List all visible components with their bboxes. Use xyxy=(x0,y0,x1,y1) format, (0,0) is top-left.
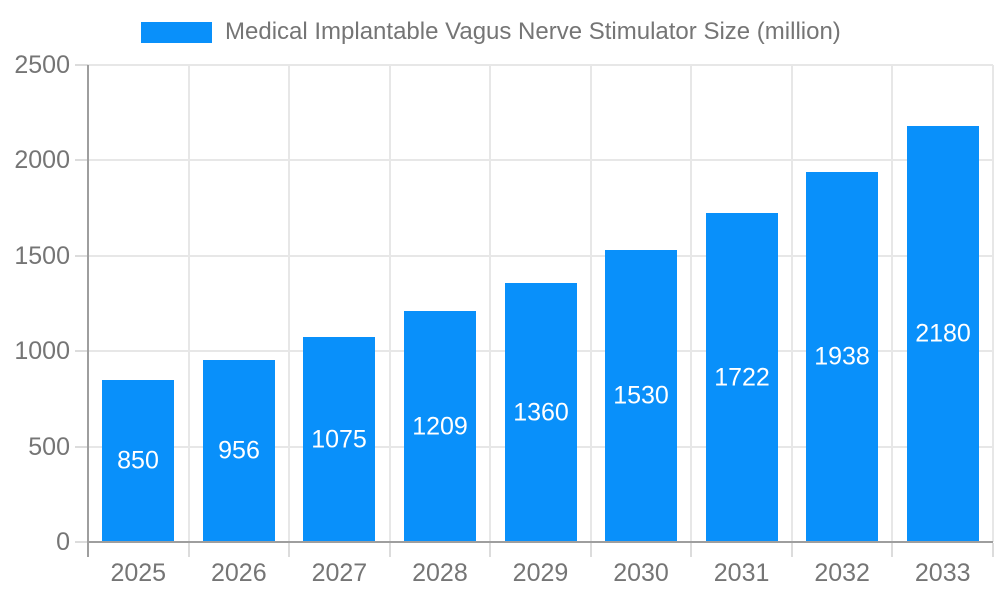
legend-label: Medical Implantable Vagus Nerve Stimulat… xyxy=(225,18,841,45)
x-tick-5 xyxy=(589,543,592,557)
legend-swatch-icon xyxy=(141,21,212,43)
bar-value-label-2028: 1209 xyxy=(412,412,468,440)
bar-2029[interactable]: 1360 xyxy=(505,283,577,542)
x-tick-1 xyxy=(187,543,190,557)
x-tick-6 xyxy=(690,543,693,557)
x-tick-label-2029: 2029 xyxy=(512,559,569,587)
bar-2028[interactable]: 1209 xyxy=(404,311,476,542)
x-tick-3 xyxy=(388,543,391,557)
y-tick-500 xyxy=(75,445,88,448)
x-tick-label-2026: 2026 xyxy=(211,559,267,587)
gridline-x-8 xyxy=(891,65,894,542)
y-tick-label-2500: 2500 xyxy=(14,51,70,79)
bar-value-label-2032: 1938 xyxy=(814,342,870,371)
gridline-x-5 xyxy=(589,65,592,542)
x-tick-4 xyxy=(489,543,492,557)
bar-2032[interactable]: 1938 xyxy=(806,172,878,542)
x-tick-label-2033: 2033 xyxy=(914,559,971,587)
bar-2031[interactable]: 1722 xyxy=(706,213,778,542)
y-tick-1000 xyxy=(75,350,88,353)
y-tick-label-1500: 1500 xyxy=(14,241,70,270)
x-tick-label-2028: 2028 xyxy=(412,559,468,587)
legend[interactable]: Medical Implantable Vagus Nerve Stimulat… xyxy=(141,17,841,47)
y-tick-label-1000: 1000 xyxy=(14,337,70,366)
gridline-x-2 xyxy=(288,65,291,542)
plot-area: 850 956 1075 1209 1360 1530 1722 1938 2180 xyxy=(88,65,993,542)
gridline-x-9 xyxy=(992,65,994,542)
x-axis-line xyxy=(87,541,993,543)
gridline-x-4 xyxy=(489,65,492,542)
x-tick-2 xyxy=(288,543,291,557)
bar-value-label-2029: 1360 xyxy=(513,398,569,426)
y-tick-label-500: 500 xyxy=(28,432,70,461)
y-tick-label-0: 0 xyxy=(56,528,70,556)
x-tick-9 xyxy=(992,543,994,557)
gridline-y-2000 xyxy=(88,159,993,162)
bar-2027[interactable]: 1075 xyxy=(303,337,375,542)
bar-2030[interactable]: 1530 xyxy=(605,250,677,542)
y-axis-line xyxy=(87,65,89,557)
x-tick-label-2032: 2032 xyxy=(814,559,870,587)
bar-value-label-2031: 1722 xyxy=(714,363,770,391)
bar-2025[interactable]: 850 xyxy=(102,380,174,542)
gridline-x-3 xyxy=(388,65,391,542)
x-tick-label-2031: 2031 xyxy=(713,559,770,587)
x-tick-label-2025: 2025 xyxy=(110,559,167,587)
y-tick-label-2000: 2000 xyxy=(14,146,70,175)
bar-value-label-2026: 956 xyxy=(218,436,260,465)
y-tick-0 xyxy=(75,541,88,543)
bar-value-label-2030: 1530 xyxy=(613,381,669,410)
gridline-x-1 xyxy=(187,65,190,542)
bar-value-label-2027: 1075 xyxy=(311,425,367,453)
x-tick-7 xyxy=(790,543,793,557)
y-tick-2500 xyxy=(75,64,88,66)
x-tick-8 xyxy=(891,543,894,557)
gridline-y-1500 xyxy=(88,254,993,257)
gridline-x-6 xyxy=(690,65,693,542)
x-tick-label-2030: 2030 xyxy=(613,559,669,587)
y-tick-1500 xyxy=(75,254,88,257)
bar-value-label-2025: 850 xyxy=(117,446,159,475)
y-tick-2000 xyxy=(75,159,88,162)
gridline-x-7 xyxy=(790,65,793,542)
bar-2026[interactable]: 956 xyxy=(203,360,275,542)
bar-2033[interactable]: 2180 xyxy=(907,126,979,542)
bar-value-label-2033: 2180 xyxy=(915,319,971,348)
gridline-y-2500 xyxy=(88,64,993,66)
x-tick-label-2027: 2027 xyxy=(311,559,368,587)
